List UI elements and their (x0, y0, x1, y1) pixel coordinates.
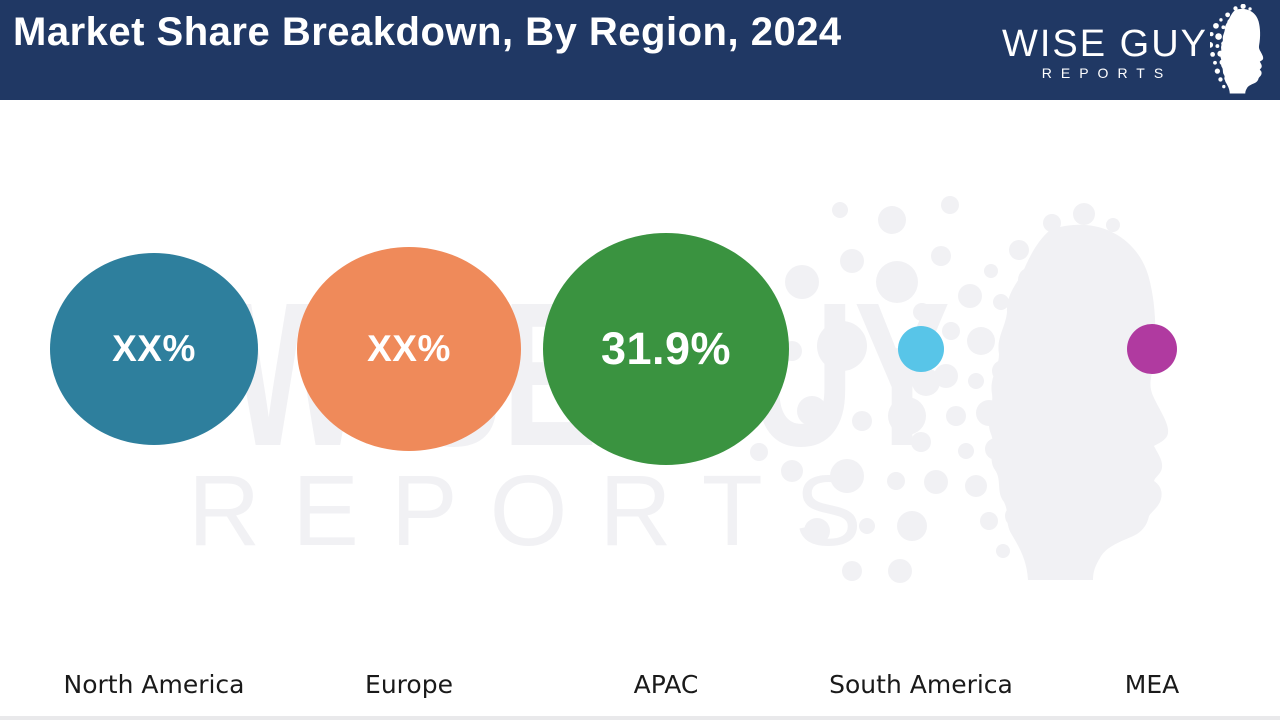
bubble-europe: XX% (297, 247, 521, 451)
wise-guy-logo: WISE GUY REPORTS (1002, 4, 1266, 96)
category-label-apac: APAC (633, 670, 699, 699)
category-label-south-america: South America (829, 670, 1013, 699)
bubble-value-label: XX% (367, 328, 451, 369)
page-title: Market Share Breakdown, By Region, 2024 (13, 10, 842, 54)
category-label-mea: MEA (1124, 670, 1180, 699)
logo-subtext: REPORTS (1041, 64, 1173, 81)
bubble-value-label: XX% (112, 328, 196, 369)
logo-wordmark: WISE GUY (1001, 22, 1208, 65)
bubble-apac: 31.9% (543, 233, 789, 465)
category-label-north-america: North America (63, 670, 245, 699)
bubble-value-label: 31.9% (600, 323, 732, 374)
logo-text: WISE GUY REPORTS (1002, 24, 1208, 81)
bubble-north-america: XX% (50, 253, 258, 445)
bubble-mea (1127, 324, 1177, 374)
chart-area: WISE GUY REPORTS XX% XX% 31.9% (0, 100, 1280, 716)
watermark-subtext: REPORTS (188, 455, 894, 567)
logo-face-icon (1210, 4, 1264, 94)
bubble-south-america (898, 326, 944, 372)
header-bar: Market Share Breakdown, By Region, 2024 … (0, 0, 1280, 100)
category-label-europe: Europe (365, 670, 453, 699)
footer-strip (0, 716, 1280, 720)
